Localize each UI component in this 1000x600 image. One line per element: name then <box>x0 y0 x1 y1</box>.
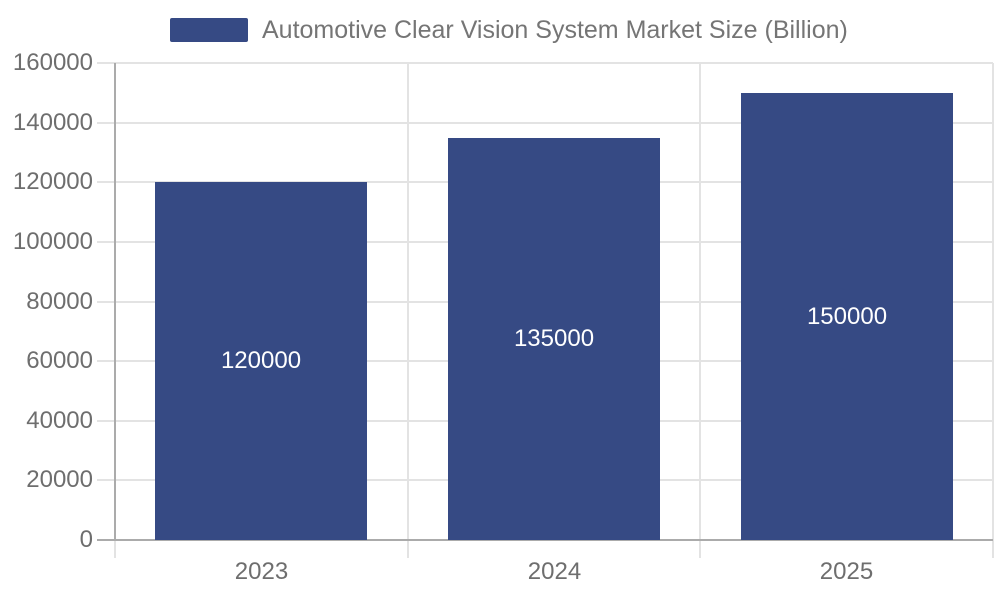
y-tick-label: 20000 <box>26 466 93 493</box>
y-gridline <box>115 62 993 64</box>
y-tick <box>97 122 115 124</box>
bar-value-label: 135000 <box>513 325 595 352</box>
legend-label: Automotive Clear Vision System Market Si… <box>262 16 848 44</box>
y-tick-label: 100000 <box>12 228 93 255</box>
y-tick-label: 80000 <box>26 288 93 315</box>
bar-2023[interactable]: 120000 <box>155 182 367 540</box>
chart-legend[interactable]: Automotive Clear Vision System Market Si… <box>170 16 848 44</box>
y-tick-label: 60000 <box>26 347 93 374</box>
x-tick <box>407 540 409 558</box>
y-tick <box>97 62 115 64</box>
y-axis-line <box>114 63 116 541</box>
y-gridline <box>115 122 993 124</box>
bar-2024[interactable]: 135000 <box>448 138 660 540</box>
x-gridline <box>407 63 409 540</box>
x-tick-label: 2023 <box>234 558 289 585</box>
y-tick <box>97 479 115 481</box>
x-tick <box>699 540 701 558</box>
x-tick <box>114 540 116 558</box>
y-tick <box>97 420 115 422</box>
y-tick-label: 40000 <box>26 407 93 434</box>
y-tick-label: 120000 <box>12 168 93 195</box>
y-tick <box>97 241 115 243</box>
x-axis-line <box>97 539 993 541</box>
bar-2025[interactable]: 150000 <box>741 93 953 540</box>
y-tick-label: 160000 <box>12 49 93 76</box>
y-tick-label: 0 <box>79 526 93 553</box>
x-tick-label: 2024 <box>527 558 582 585</box>
y-tick <box>97 301 115 303</box>
bar-value-label: 150000 <box>806 303 888 330</box>
y-tick <box>97 360 115 362</box>
x-gridline <box>992 63 994 540</box>
legend-swatch <box>170 18 248 42</box>
y-tick <box>97 181 115 183</box>
y-tick-label: 140000 <box>12 109 93 136</box>
x-tick <box>992 540 994 558</box>
x-tick-label: 2025 <box>819 558 874 585</box>
bar-value-label: 120000 <box>220 347 302 374</box>
x-gridline <box>699 63 701 540</box>
